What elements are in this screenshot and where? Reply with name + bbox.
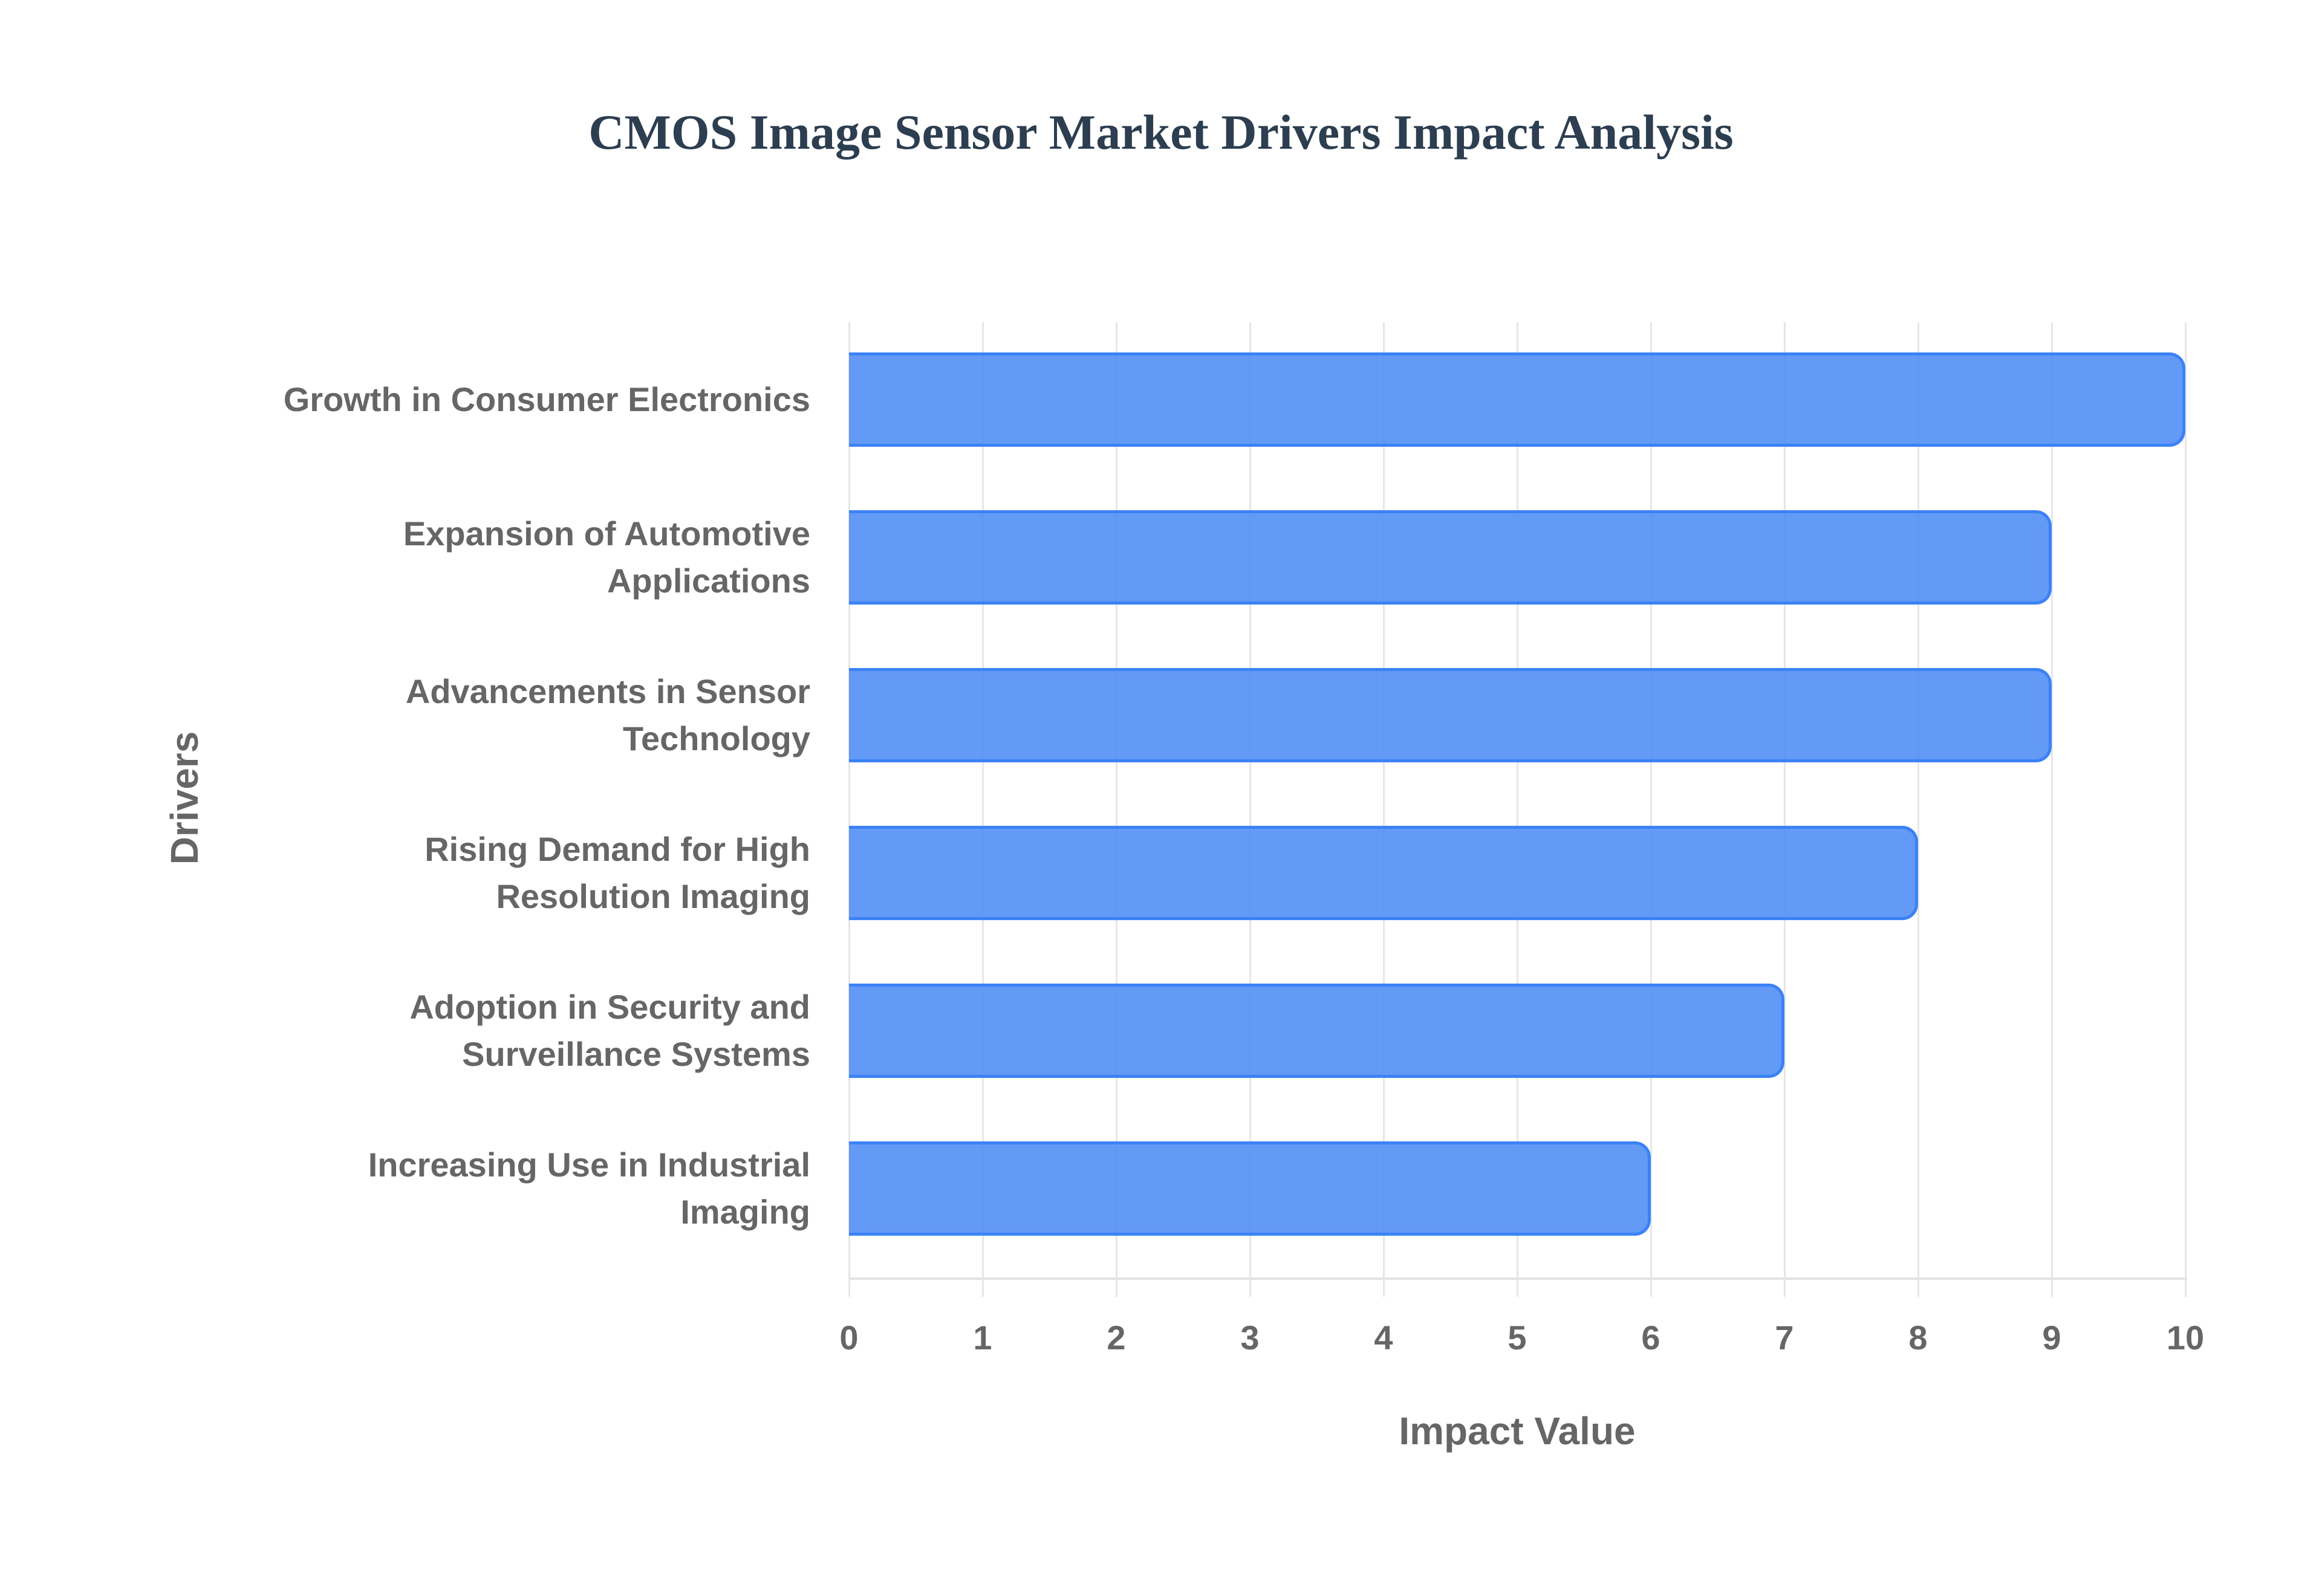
gridline (1517, 322, 1518, 1297)
x-tick-label: 10 (2166, 1319, 2205, 1357)
y-tick-label-line: Growth in Consumer Electronics (283, 380, 810, 418)
y-tick-label-line: Expansion of Automotive (403, 514, 810, 553)
x-tick-label: 5 (1507, 1319, 1527, 1357)
y-tick-label-line: Increasing Use in Industrial (368, 1146, 810, 1184)
y-tick-label-line: Imaging (680, 1193, 810, 1231)
x-tick-label: 4 (1374, 1319, 1393, 1357)
gridline (1116, 322, 1117, 1297)
x-tick-label: 2 (1107, 1319, 1126, 1357)
y-tick-label-line: Advancements in Sensor (405, 672, 810, 710)
x-axis-title: Impact Value (1399, 1409, 1636, 1453)
bar[interactable] (849, 826, 1918, 920)
y-tick-label: Growth in Consumer Electronics (145, 376, 810, 423)
x-tick-label: 3 (1240, 1319, 1260, 1357)
y-tick-label-line: Technology (622, 719, 810, 757)
plot-area (848, 322, 2187, 1297)
gridline (1784, 322, 1786, 1297)
y-tick-label: Rising Demand for High Resolution Imaging (145, 826, 810, 920)
gridline (982, 322, 984, 1297)
y-tick-label-line: Applications (607, 562, 810, 600)
gridline (2051, 322, 2053, 1297)
x-tick-label: 9 (2042, 1319, 2061, 1357)
y-tick-label: Increasing Use in Industrial Imaging (145, 1141, 810, 1236)
x-tick-label: 7 (1775, 1319, 1794, 1357)
y-tick-label: Adoption in Security and Surveillance Sys… (145, 984, 810, 1078)
bar[interactable] (849, 510, 2052, 605)
y-tick-label-line: Rising Demand for High (424, 830, 810, 868)
bar[interactable] (849, 984, 1784, 1078)
gridline (1249, 322, 1251, 1297)
gridline (1383, 322, 1385, 1297)
bar[interactable] (849, 668, 2052, 762)
y-tick-label: Advancements in Sensor Technology (145, 668, 810, 762)
gridline (848, 322, 850, 1297)
gridline (2185, 322, 2187, 1297)
chart-title: CMOS Image Sensor Market Drivers Impact … (588, 105, 1734, 160)
y-tick-label-line: Resolution Imaging (496, 877, 810, 915)
y-tick-label: Expansion of Automotive Applications (145, 510, 810, 605)
x-tick-label: 0 (839, 1319, 859, 1357)
bar[interactable] (849, 352, 2185, 447)
gridline (1917, 322, 1919, 1297)
gridline (1650, 322, 1652, 1297)
bar[interactable] (849, 1141, 1651, 1236)
y-tick-label-line: Surveillance Systems (462, 1035, 810, 1073)
y-tick-label-line: Adoption in Security and (409, 988, 810, 1026)
x-tick-label: 8 (1908, 1319, 1928, 1357)
x-tick-label: 6 (1641, 1319, 1660, 1357)
x-tick-label: 1 (973, 1319, 992, 1357)
